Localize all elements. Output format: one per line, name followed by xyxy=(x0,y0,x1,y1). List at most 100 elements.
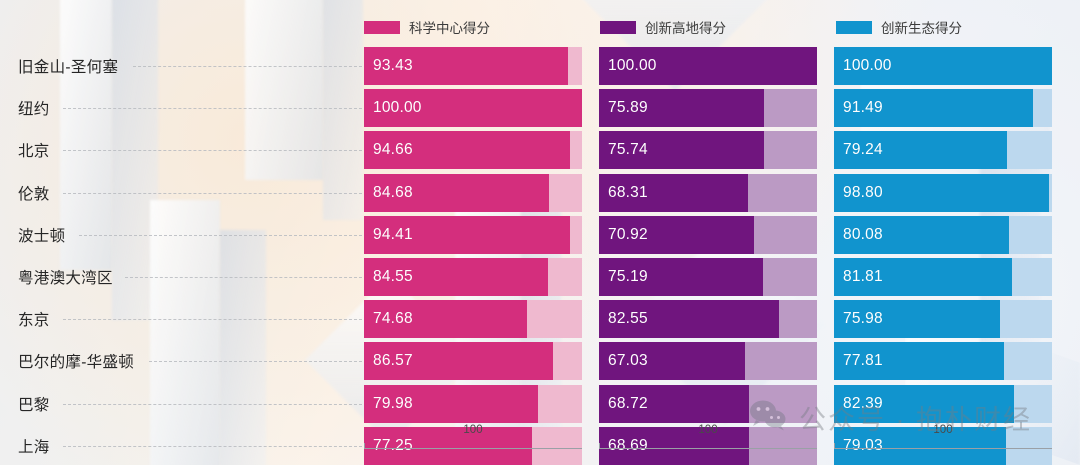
bar-cell[interactable]: 82.55 xyxy=(599,300,817,339)
row-leader-line xyxy=(63,319,362,321)
bar-value-label: 75.74 xyxy=(608,141,648,159)
row-cells: 84.68 68.31 98.80 xyxy=(364,173,1054,212)
row-label-3: 伦敦 xyxy=(18,185,50,203)
bar-cell[interactable]: 81.81 xyxy=(834,257,1052,296)
bar-value-label: 68.31 xyxy=(608,183,648,201)
row-cells: 79.98 68.72 82.39 xyxy=(364,384,1054,423)
chart-row: 上海 77.25 68.69 79.03 xyxy=(0,426,1080,465)
axis-panel-1: 100 xyxy=(599,424,817,464)
bar-cell[interactable]: 91.49 xyxy=(834,89,1052,128)
bar-fill xyxy=(599,173,748,212)
chart-row: 纽约 100.00 75.89 91.49 xyxy=(0,89,1080,128)
bar-cell[interactable]: 80.08 xyxy=(834,215,1052,254)
bar-cell[interactable]: 68.69 xyxy=(599,426,817,465)
bar-cell[interactable]: 84.68 xyxy=(364,173,582,212)
bar-cell[interactable]: 68.31 xyxy=(599,173,817,212)
chart-row: 东京 74.68 82.55 75.98 xyxy=(0,300,1080,339)
bar-value-label: 67.03 xyxy=(608,352,648,370)
axis-line xyxy=(364,448,582,449)
bar-value-label: 93.43 xyxy=(373,57,413,74)
legend-item-science-center[interactable]: 科学中心得分 xyxy=(364,17,490,37)
bar-fill xyxy=(364,257,549,296)
bar-fill xyxy=(599,89,765,128)
bar-cell[interactable]: 75.19 xyxy=(599,257,817,296)
bar-cell[interactable]: 75.74 xyxy=(599,131,817,170)
bar-cell[interactable]: 94.41 xyxy=(364,215,582,254)
bar-value-label: 82.55 xyxy=(608,310,648,328)
row-leader-line xyxy=(63,150,362,152)
bar-fill xyxy=(364,426,533,465)
chart-row: 旧金山-圣何塞 93.43 100.00 100.00 xyxy=(0,47,1080,85)
bar-cell[interactable]: 75.89 xyxy=(599,89,817,128)
chart-row: 粤港澳大湾区 84.55 75.19 81.81 xyxy=(0,257,1080,296)
bar-cell[interactable]: 93.43 xyxy=(364,47,582,85)
row-cells: 100.00 75.89 91.49 xyxy=(364,89,1054,128)
bar-cell[interactable]: 79.98 xyxy=(364,384,582,423)
bar-fill xyxy=(834,173,1050,212)
bar-cell[interactable]: 100.00 xyxy=(364,89,582,128)
row-leader-line xyxy=(125,276,362,278)
bar-value-label: 100.00 xyxy=(843,57,892,74)
bar-value-label: 94.66 xyxy=(373,141,413,159)
bar-fill xyxy=(599,131,765,170)
bar-fill xyxy=(834,215,1009,254)
bar-value-label: 75.89 xyxy=(608,99,648,117)
bar-cell[interactable]: 98.80 xyxy=(834,173,1052,212)
bar-cell[interactable]: 70.92 xyxy=(599,215,817,254)
bar-value-label: 75.19 xyxy=(608,267,648,285)
row-label-5: 粤港澳大湾区 xyxy=(18,269,113,287)
axis-panel-0: 100 xyxy=(364,424,582,464)
axis-line xyxy=(834,448,1052,449)
bar-value-label: 79.98 xyxy=(373,394,413,412)
legend-item-innovation-ecosystem[interactable]: 创新生态得分 xyxy=(836,17,962,37)
bar-fill xyxy=(599,215,754,254)
legend-item-innovation-highland[interactable]: 创新高地得分 xyxy=(600,17,726,37)
bar-cell[interactable]: 67.03 xyxy=(599,342,817,381)
row-label-7: 巴尔的摩-华盛顿 xyxy=(18,354,135,372)
bar-cell[interactable]: 100.00 xyxy=(599,47,817,85)
bar-cell[interactable]: 84.55 xyxy=(364,257,582,296)
bar-value-label: 77.25 xyxy=(373,436,413,454)
bar-cell[interactable]: 82.39 xyxy=(834,384,1052,423)
bar-fill xyxy=(834,342,1004,381)
row-cells: 74.68 82.55 75.98 xyxy=(364,300,1054,339)
bar-fill xyxy=(834,131,1007,170)
legend-swatch-innovation-ecosystem xyxy=(836,20,872,34)
bar-cell[interactable]: 74.68 xyxy=(364,300,582,339)
chart-row: 波士顿 94.41 70.92 80.08 xyxy=(0,215,1080,254)
bar-fill xyxy=(599,342,746,381)
axis-tick-start xyxy=(364,443,365,449)
row-cells: 84.55 75.19 81.81 xyxy=(364,257,1054,296)
bar-fill xyxy=(834,384,1014,423)
bar-cell[interactable]: 94.66 xyxy=(364,131,582,170)
bar-value-label: 68.72 xyxy=(608,394,648,412)
row-label-6: 东京 xyxy=(18,312,50,330)
bar-value-label: 91.49 xyxy=(843,99,883,117)
axis-tick-start xyxy=(834,443,835,449)
bar-fill xyxy=(364,342,553,381)
bar-fill xyxy=(599,257,763,296)
bar-cell[interactable]: 79.24 xyxy=(834,131,1052,170)
row-leader-line xyxy=(63,445,362,447)
row-label-4: 波士顿 xyxy=(18,227,66,245)
bar-fill xyxy=(599,426,749,465)
legend-label-science-center: 科学中心得分 xyxy=(409,21,490,36)
bar-cell[interactable]: 79.03 xyxy=(834,426,1052,465)
legend-swatch-science-center xyxy=(364,20,400,34)
chart-axis: 100 100 100 xyxy=(364,424,1054,464)
axis-line xyxy=(599,448,817,449)
bar-value-label: 100.00 xyxy=(608,57,657,74)
bar-cell[interactable]: 77.25 xyxy=(364,426,582,465)
bar-fill xyxy=(834,47,1052,85)
bar-cell[interactable]: 75.98 xyxy=(834,300,1052,339)
bar-cell[interactable]: 100.00 xyxy=(834,47,1052,85)
bar-cell[interactable]: 77.81 xyxy=(834,342,1052,381)
row-leader-line xyxy=(63,108,362,110)
chart-row: 巴黎 79.98 68.72 82.39 xyxy=(0,384,1080,423)
axis-tick-label: 100 xyxy=(933,424,953,436)
bar-value-label: 74.68 xyxy=(373,310,413,328)
row-leader-line xyxy=(78,234,362,236)
bar-cell[interactable]: 86.57 xyxy=(364,342,582,381)
bar-cell[interactable]: 68.72 xyxy=(599,384,817,423)
